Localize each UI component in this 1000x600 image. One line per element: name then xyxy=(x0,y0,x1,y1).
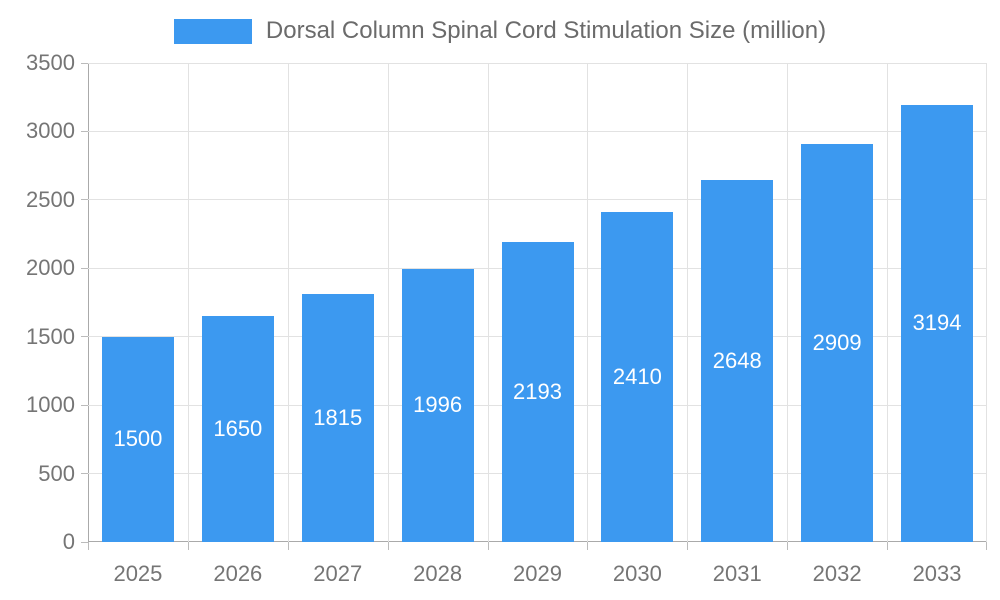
y-tick-mark xyxy=(81,541,88,543)
bar[interactable]: 1996 xyxy=(401,268,474,542)
gridline-h xyxy=(88,199,987,201)
y-axis-tick-label: 3000 xyxy=(26,118,75,144)
bar-value-label: 2909 xyxy=(812,329,862,355)
x-axis-tick-label: 2030 xyxy=(612,561,662,586)
y-tick-mark xyxy=(81,62,88,64)
x-tick-mark xyxy=(287,542,289,550)
bar-value-label: 1500 xyxy=(113,426,163,452)
bar[interactable]: 1815 xyxy=(301,293,374,542)
bar-value-label: 2648 xyxy=(712,347,762,373)
legend-label: Dorsal Column Spinal Cord Stimulation Si… xyxy=(265,17,827,44)
y-tick-mark xyxy=(81,473,88,475)
x-tick-mark xyxy=(787,542,789,550)
x-tick-mark xyxy=(986,542,987,550)
x-axis-tick-label: 2028 xyxy=(413,561,463,586)
y-axis-tick-label: 0 xyxy=(62,529,75,554)
bar[interactable]: 3194 xyxy=(901,104,974,542)
legend-swatch-icon xyxy=(173,18,252,44)
gridline-v xyxy=(887,63,889,542)
bar-value-label: 1650 xyxy=(213,416,263,442)
bar[interactable]: 2909 xyxy=(801,143,874,542)
bar-value-label: 3194 xyxy=(912,310,962,336)
bar[interactable]: 1500 xyxy=(101,336,174,542)
bar-value-label: 2410 xyxy=(612,364,662,390)
gridline-v xyxy=(487,63,489,542)
gridline-v xyxy=(687,63,689,542)
y-tick-mark xyxy=(81,199,88,201)
bar-value-label: 1815 xyxy=(313,404,363,430)
gridline-v xyxy=(387,63,389,542)
x-tick-mark xyxy=(387,542,389,550)
bar[interactable]: 1650 xyxy=(201,316,274,542)
bar-value-label: 2193 xyxy=(513,378,562,404)
y-axis-tick-label: 2000 xyxy=(26,255,75,281)
gridline-h xyxy=(88,62,987,64)
gridline-v xyxy=(587,63,589,542)
legend[interactable]: Dorsal Column Spinal Cord Stimulation Si… xyxy=(0,17,1000,45)
x-axis-tick-label: 2027 xyxy=(313,561,363,586)
y-axis-tick-label: 1500 xyxy=(26,323,75,349)
y-axis-tick-label: 3500 xyxy=(26,50,75,75)
x-tick-mark xyxy=(487,542,489,550)
x-axis-tick-label: 2029 xyxy=(513,561,562,586)
x-axis-tick-label: 2025 xyxy=(113,561,163,586)
y-tick-mark xyxy=(81,130,88,132)
x-tick-mark xyxy=(887,542,889,550)
gridline-h xyxy=(88,130,987,132)
gridline-v xyxy=(287,63,289,542)
y-axis-tick-label: 1000 xyxy=(26,392,75,418)
y-tick-mark xyxy=(81,336,88,338)
gridline-v xyxy=(787,63,789,542)
x-tick-mark xyxy=(88,542,89,550)
x-axis-tick-label: 2031 xyxy=(712,561,762,586)
bar[interactable]: 2648 xyxy=(701,179,774,542)
bar[interactable]: 2193 xyxy=(501,241,574,542)
bar[interactable]: 2410 xyxy=(601,212,674,542)
x-tick-mark xyxy=(587,542,589,550)
bar-value-label: 1996 xyxy=(413,392,463,418)
gridline-v xyxy=(986,63,987,542)
y-axis-tick-label: 2500 xyxy=(26,186,75,212)
x-axis-tick-label: 2033 xyxy=(912,561,962,586)
plot-area: 0 500 1000 1500 2000 2500 3000 3500 2025 1500 2026… xyxy=(26,50,987,586)
x-tick-mark xyxy=(687,542,689,550)
x-axis-tick-label: 2032 xyxy=(812,561,862,586)
y-axis-line xyxy=(88,63,89,542)
x-axis-tick-label: 2026 xyxy=(213,561,263,586)
y-tick-mark xyxy=(81,404,88,406)
x-tick-mark xyxy=(187,542,189,550)
gridline-v xyxy=(187,63,189,542)
y-tick-mark xyxy=(81,267,88,269)
y-axis-tick-label: 500 xyxy=(38,460,75,486)
